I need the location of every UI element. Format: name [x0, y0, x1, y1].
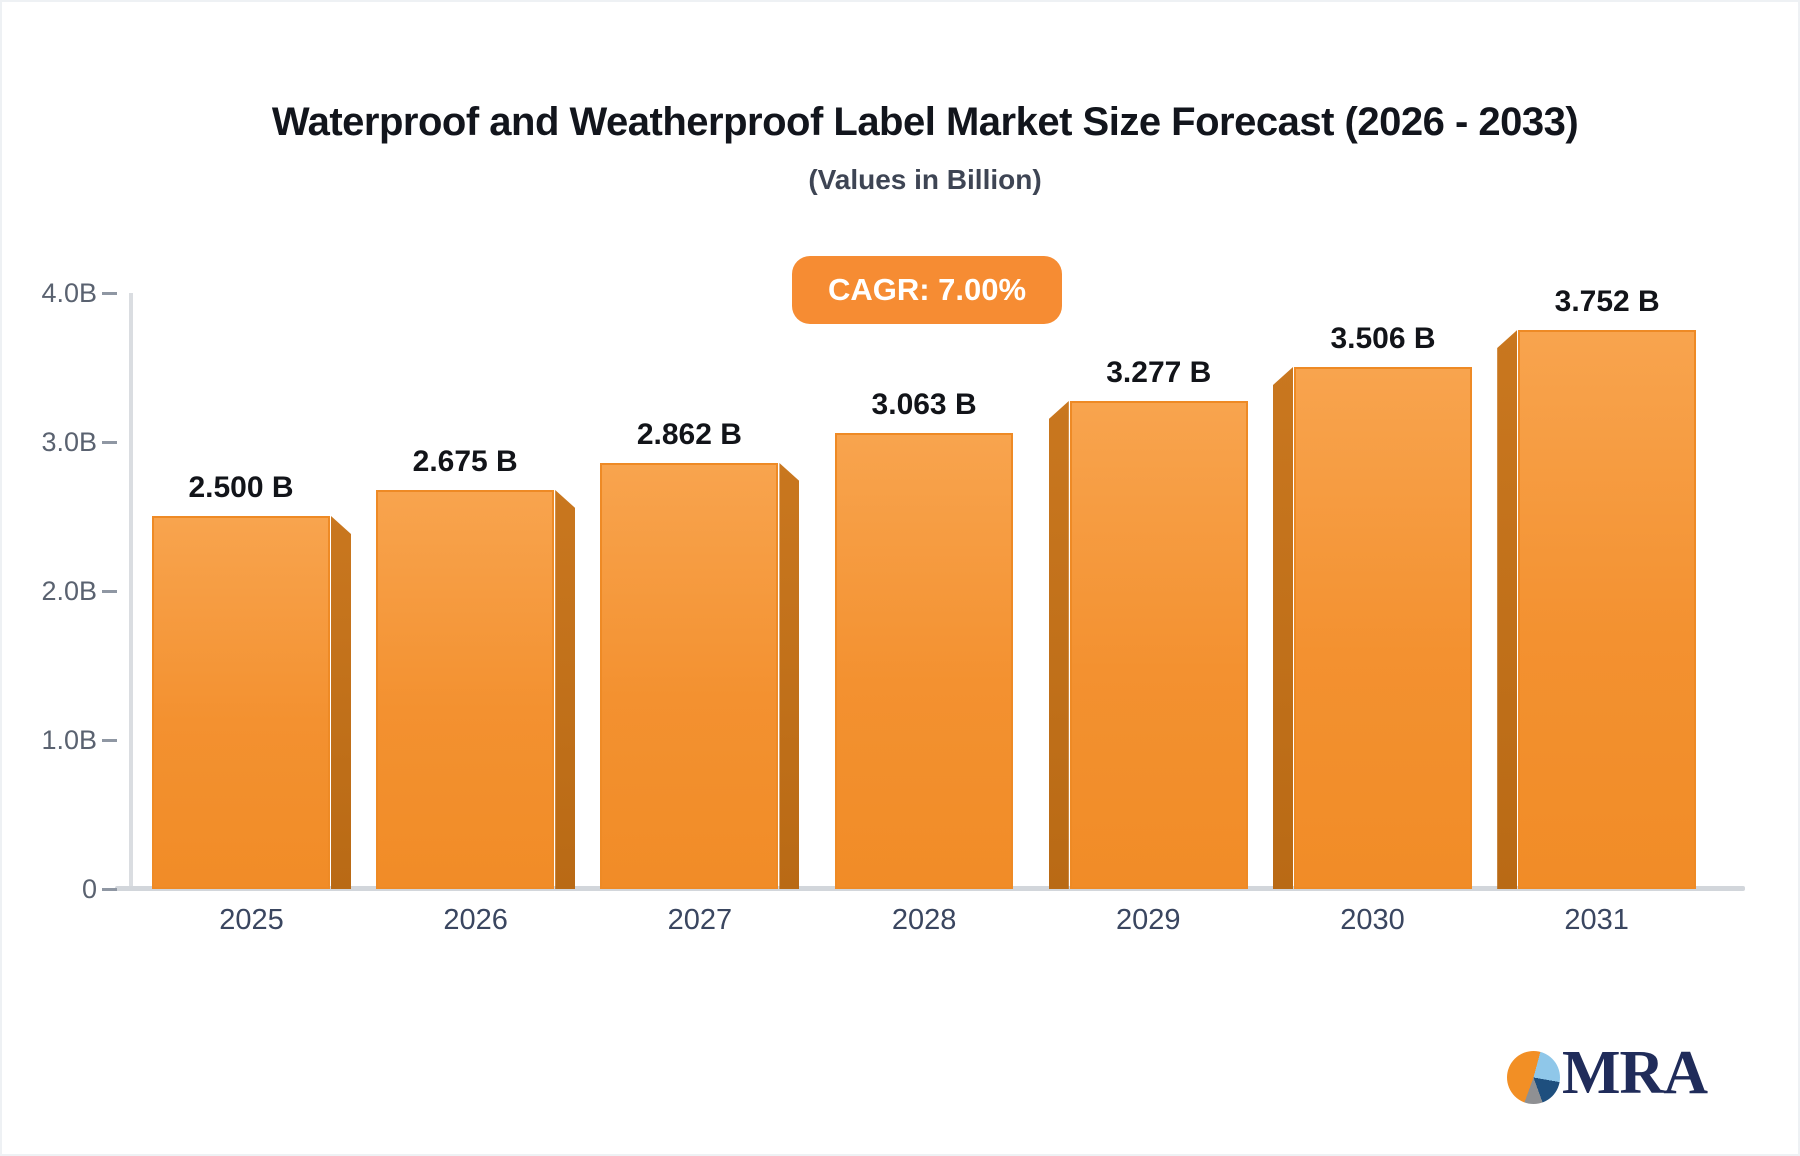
- bar-2028: [835, 433, 1014, 889]
- bar-value-label: 2.862 B: [636, 418, 742, 451]
- x-axis-label: 2031: [1564, 904, 1629, 936]
- bar-3d-side: [1497, 330, 1518, 889]
- logo-text: MRA: [1562, 1039, 1708, 1107]
- bar-2031: [1518, 330, 1697, 889]
- x-axis-label: 2026: [443, 904, 508, 936]
- x-axis-label: 2029: [1116, 904, 1181, 936]
- y-axis-tick-label: 2.0B: [41, 576, 97, 606]
- y-tick-mark: [102, 739, 117, 742]
- bar-3d-side: [779, 463, 800, 889]
- y-axis-tick-label: 3.0B: [41, 427, 97, 457]
- x-axis-label: 2025: [219, 904, 284, 936]
- y-axis-tick-label: 1.0B: [41, 725, 97, 755]
- chart-subtitle: (Values in Billion): [808, 164, 1042, 195]
- y-axis-line: [129, 293, 133, 891]
- bar-3d-side: [1273, 367, 1293, 889]
- page-title: Waterproof and Weatherproof Label Market…: [271, 100, 1579, 144]
- cagr-badge: CAGR: 7.00%: [792, 256, 1062, 324]
- bar-3d-side: [331, 516, 351, 889]
- y-tick-mark: [102, 590, 117, 593]
- bar-2029: [1069, 401, 1248, 889]
- mra-logo: MRA: [1507, 1038, 1708, 1108]
- pie-chart-logo-icon: [1507, 1050, 1560, 1104]
- bar-value-label: 3.277 B: [1106, 356, 1212, 389]
- y-tick-mark: [102, 441, 117, 444]
- bar-value-label: 3.752 B: [1554, 285, 1660, 318]
- bar-value-label: 3.063 B: [871, 388, 977, 421]
- bar-2030: [1294, 367, 1472, 889]
- x-axis-label: 2030: [1340, 904, 1405, 936]
- y-tick-mark: [102, 888, 117, 891]
- bar-value-label: 3.506 B: [1330, 322, 1436, 355]
- bar-3d-side: [555, 490, 576, 889]
- y-tick-mark: [102, 292, 117, 295]
- y-axis-tick-label: 0: [81, 874, 97, 904]
- bar-value-label: 2.500 B: [188, 471, 294, 504]
- bar-2025: [152, 516, 330, 889]
- x-axis-label: 2028: [891, 904, 957, 936]
- bar-3d-side: [1048, 401, 1069, 889]
- x-axis-label: 2027: [667, 904, 733, 936]
- bar-2026: [376, 490, 555, 889]
- bar-value-label: 2.675 B: [412, 445, 518, 478]
- y-axis-tick-label: 4.0B: [41, 278, 97, 308]
- bar-2027: [600, 463, 779, 889]
